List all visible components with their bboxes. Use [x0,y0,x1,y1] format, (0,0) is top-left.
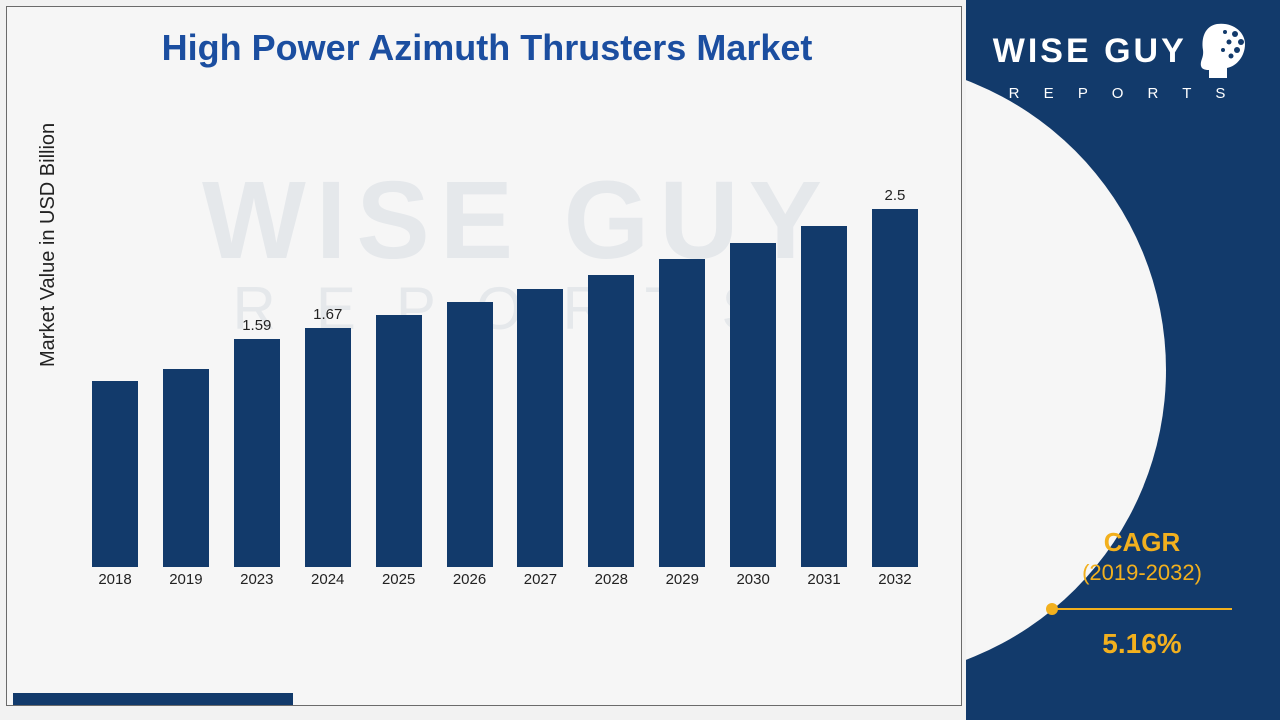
x-tick-label: 2027 [510,571,570,588]
bar-slot: 2.5 [865,187,925,567]
x-tick-label: 2024 [298,571,358,588]
bar-value-label: 1.67 [313,306,342,324]
brand-logo: WISE GUY R E P O R T S [982,20,1262,102]
bars-container: 1.59 1.67 2.5 [85,137,925,567]
bar-slot [369,293,429,567]
bar-slot [440,280,500,567]
bar [447,302,493,567]
side-panel: WISE GUY R E P O R T S CAG [966,0,1280,720]
y-axis-label: Market Value in USD Billion [37,123,60,367]
x-tick-label: 2023 [227,571,287,588]
x-tick-label: 2029 [652,571,712,588]
x-tick-label: 2028 [581,571,641,588]
bar [305,328,351,567]
bar [588,275,634,567]
bar-slot [723,221,783,567]
stage: High Power Azimuth Thrusters Market WISE… [0,0,1280,720]
bar-slot [510,267,570,567]
cagr-block: CAGR (2019-2032) 5.16% [1032,527,1252,660]
bar [234,339,280,567]
bar [92,381,138,567]
bar [376,315,422,567]
x-axis-labels: 2018 2019 2023 2024 2025 2026 2027 2028 2029 2030… [85,571,925,588]
bar-chart: 1.59 1.67 2.5 [85,137,925,567]
ai-head-icon [1197,20,1251,83]
cagr-label: CAGR [1032,527,1252,558]
bar [801,226,847,567]
x-tick-label: 2026 [440,571,500,588]
bar-slot [794,204,854,567]
x-tick-label: 2019 [156,571,216,588]
bar [517,289,563,567]
cagr-years: (2019-2032) [1032,560,1252,586]
bar [163,369,209,567]
x-tick-label: 2018 [85,571,145,588]
bar-value-label: 1.59 [242,317,271,335]
cagr-value: 5.16% [1032,628,1252,660]
bar-slot: 1.59 [227,317,287,567]
logo-text-main: WISE GUY [993,32,1187,71]
bar-slot: 1.67 [298,306,358,567]
bar [659,259,705,567]
bar-slot [581,253,641,567]
bar [730,243,776,567]
x-tick-label: 2025 [369,571,429,588]
footer-strip [13,693,293,705]
x-tick-label: 2032 [865,571,925,588]
chart-title: High Power Azimuth Thrusters Market [47,27,927,69]
chart-panel: High Power Azimuth Thrusters Market WISE… [6,6,962,706]
bar-slot [156,347,216,567]
logo-text-sub: R E P O R T S [982,85,1262,102]
bar-slot [85,359,145,567]
cagr-divider [1052,608,1232,610]
bar-value-label: 2.5 [885,187,906,205]
x-tick-label: 2031 [794,571,854,588]
x-tick-label: 2030 [723,571,783,588]
bar-slot [652,237,712,567]
bar [872,209,918,567]
